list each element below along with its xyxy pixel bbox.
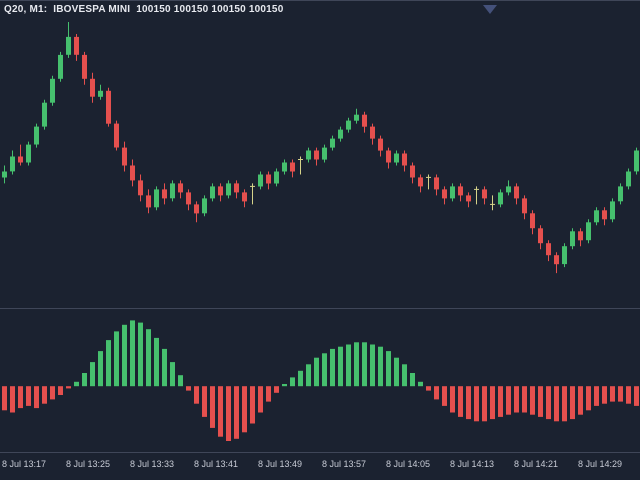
scroll-shift-marker[interactable] bbox=[483, 5, 497, 14]
time-axis-label: 8 Jul 14:13 bbox=[450, 459, 495, 469]
time-axis[interactable]: 8 Jul 13:17 8 Jul 13:25 8 Jul 13:33 8 Ju… bbox=[0, 453, 640, 480]
time-axis-label: 8 Jul 14:05 bbox=[386, 459, 431, 469]
time-axis-label: 8 Jul 14:21 bbox=[514, 459, 559, 469]
histogram-layer bbox=[2, 320, 639, 441]
chart-header-label: Q20, M1: IBOVESPA MINI 100150 100150 100… bbox=[4, 4, 284, 15]
candles-layer bbox=[2, 22, 639, 274]
time-axis-label: 8 Jul 13:41 bbox=[194, 459, 239, 469]
time-axis-label: 8 Jul 14:29 bbox=[578, 459, 623, 469]
time-axis-label: 8 Jul 13:49 bbox=[258, 459, 303, 469]
time-axis-label: 8 Jul 13:57 bbox=[322, 459, 367, 469]
time-axis-label: 8 Jul 13:25 bbox=[66, 459, 111, 469]
panel-separators bbox=[0, 0, 640, 453]
time-axis-label: 8 Jul 13:33 bbox=[130, 459, 175, 469]
time-axis-label: 8 Jul 13:17 bbox=[2, 459, 47, 469]
